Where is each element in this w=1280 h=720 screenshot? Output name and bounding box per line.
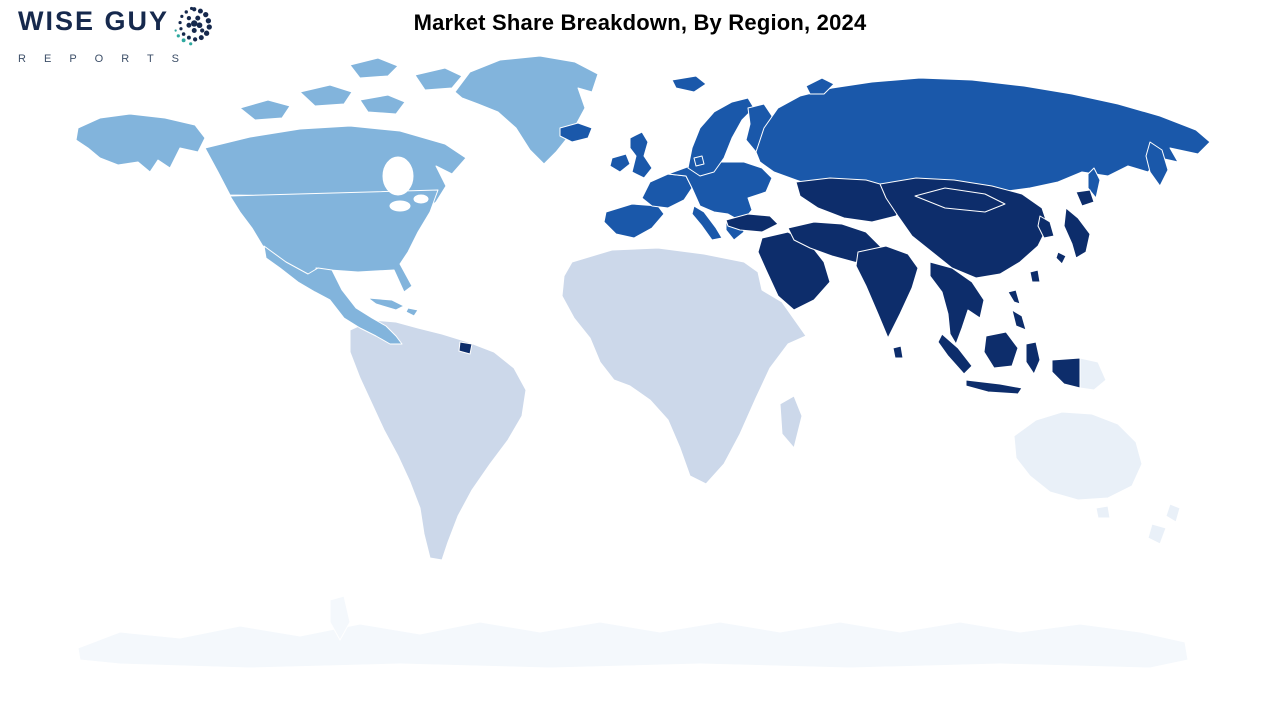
new-zealand-south xyxy=(1147,523,1167,545)
alaska xyxy=(75,113,206,173)
cuba xyxy=(367,297,405,311)
arctic-island xyxy=(239,99,291,121)
region-oceania xyxy=(1013,357,1181,545)
java xyxy=(965,379,1023,395)
indochina xyxy=(929,261,985,345)
arctic-island xyxy=(299,84,353,107)
iceland xyxy=(559,122,593,143)
inland-water xyxy=(382,156,429,212)
philippines xyxy=(1007,289,1021,305)
korea xyxy=(1037,215,1055,239)
region-europe-russia xyxy=(559,75,1211,241)
borneo xyxy=(983,331,1019,369)
sri-lanka xyxy=(892,345,904,359)
arctic-island xyxy=(359,94,406,115)
east-new-guinea xyxy=(1079,357,1107,391)
japan-honshu xyxy=(1063,207,1091,259)
united-kingdom xyxy=(629,131,653,179)
sakhalin xyxy=(1087,167,1101,199)
west-new-guinea xyxy=(1051,357,1081,389)
arctic-island xyxy=(349,57,399,79)
region-north-america xyxy=(75,55,599,345)
logo-wordmark: WISE GUY xyxy=(18,6,170,36)
arctic-island xyxy=(414,67,463,91)
china-mongolia xyxy=(879,177,1049,279)
region-antarctica xyxy=(77,595,1189,669)
russia xyxy=(755,77,1211,195)
greenland xyxy=(454,55,599,165)
iberia xyxy=(603,203,665,239)
logo: WISE GUY R E P O R T S xyxy=(18,6,219,65)
mongolia-border xyxy=(914,187,1006,213)
novaya-zemlya xyxy=(805,77,835,95)
india xyxy=(855,245,919,339)
central-asia xyxy=(795,177,907,223)
france xyxy=(641,173,693,209)
sumatra xyxy=(937,333,973,375)
australia xyxy=(1013,411,1143,501)
taiwan xyxy=(1029,269,1041,283)
japan-kyushu xyxy=(1055,251,1067,265)
new-zealand-north xyxy=(1165,503,1181,523)
region-africa xyxy=(561,247,807,485)
region-south-america xyxy=(349,319,527,561)
region-asia-pacific xyxy=(458,177,1095,395)
ireland xyxy=(609,153,631,173)
philippines xyxy=(1011,309,1027,331)
madagascar xyxy=(779,395,803,449)
italy xyxy=(691,205,723,241)
turkey xyxy=(725,213,779,233)
sulawesi xyxy=(1025,341,1041,375)
central-europe xyxy=(667,161,773,223)
logo-subtext: R E P O R T S xyxy=(18,53,187,65)
kamchatka xyxy=(1145,141,1169,187)
svalbard xyxy=(671,75,707,93)
hispaniola xyxy=(405,307,419,317)
denmark xyxy=(693,155,705,167)
french-guiana xyxy=(458,341,473,355)
logo-head-dots-icon xyxy=(174,6,212,46)
japan-hokkaido xyxy=(1075,189,1095,207)
tasmania xyxy=(1095,505,1111,519)
page-title: Market Share Breakdown, By Region, 2024 xyxy=(413,10,867,35)
mexico-central-america xyxy=(263,245,403,345)
